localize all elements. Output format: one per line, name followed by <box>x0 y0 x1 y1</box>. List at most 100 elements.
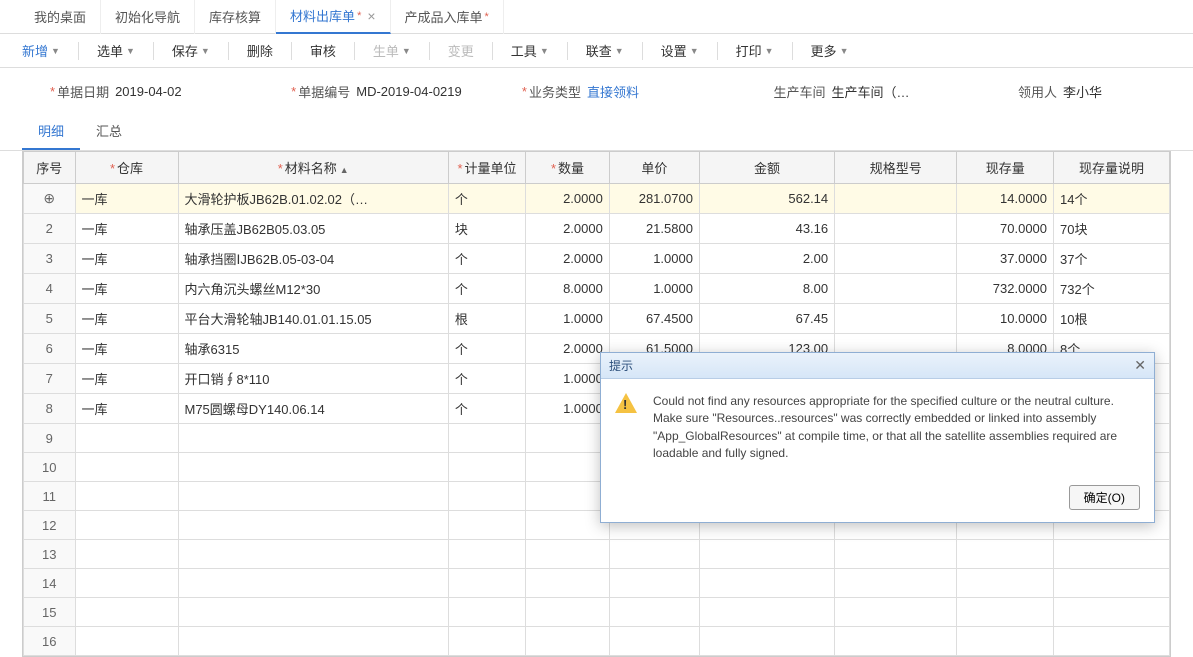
cell[interactable]: 37.0000 <box>957 244 1054 274</box>
cell[interactable]: 轴承6315 <box>178 334 448 364</box>
table-row[interactable]: 3一库轴承挡圈ⅠJB62B.05-03-04个2.00001.00002.003… <box>24 244 1170 274</box>
cell[interactable] <box>448 482 525 511</box>
close-icon[interactable]: ✕ <box>1134 357 1146 374</box>
date-field[interactable]: * 单据日期 2019-04-02 <box>50 82 225 101</box>
tab-detail[interactable]: 明细 <box>22 113 80 150</box>
cell[interactable] <box>1054 569 1170 598</box>
cell[interactable]: 1.0000 <box>526 304 610 334</box>
cell[interactable] <box>448 540 525 569</box>
cell[interactable]: 轴承压盖JB62B05.03.05 <box>178 214 448 244</box>
cell[interactable]: 1.0000 <box>526 394 610 424</box>
cell[interactable]: 4 <box>24 274 76 304</box>
cell[interactable]: 一库 <box>75 394 178 424</box>
cell[interactable]: 个 <box>448 184 525 214</box>
cell[interactable]: 70.0000 <box>957 214 1054 244</box>
new-button[interactable]: 新增▼ <box>14 37 68 65</box>
cell[interactable] <box>178 569 448 598</box>
cell[interactable]: 14 <box>24 569 76 598</box>
cell[interactable] <box>957 540 1054 569</box>
table-row[interactable]: ⊕一库大滑轮护板JB62B.01.02.02（…个2.0000281.07005… <box>24 184 1170 214</box>
col-stock-desc[interactable]: 现存量说明 <box>1054 152 1170 184</box>
cell[interactable]: 43.16 <box>699 214 834 244</box>
col-warehouse[interactable]: *仓库 <box>75 152 178 184</box>
cell[interactable]: ⊕ <box>24 184 76 214</box>
cell[interactable] <box>448 569 525 598</box>
cell[interactable] <box>609 598 699 627</box>
cell[interactable]: 一库 <box>75 244 178 274</box>
cell[interactable] <box>448 598 525 627</box>
cell[interactable]: 个 <box>448 364 525 394</box>
cell[interactable] <box>526 598 610 627</box>
more-button[interactable]: 更多▼ <box>803 37 857 65</box>
cell[interactable]: 2.0000 <box>526 334 610 364</box>
cell[interactable] <box>699 598 834 627</box>
table-row[interactable]: 5一库平台大滑轮轴JB140.01.01.15.05根1.000067.4500… <box>24 304 1170 334</box>
col-amount[interactable]: 金额 <box>699 152 834 184</box>
col-stock[interactable]: 现存量 <box>957 152 1054 184</box>
cell[interactable]: 个 <box>448 394 525 424</box>
cell[interactable] <box>178 627 448 656</box>
cell[interactable]: 平台大滑轮轴JB140.01.01.15.05 <box>178 304 448 334</box>
cell[interactable]: 个 <box>448 334 525 364</box>
cell[interactable] <box>178 453 448 482</box>
audit-button[interactable]: 审核 <box>302 37 344 65</box>
cell[interactable] <box>835 184 957 214</box>
cell[interactable] <box>526 569 610 598</box>
cell[interactable] <box>609 627 699 656</box>
cell[interactable]: 70块 <box>1054 214 1170 244</box>
cell[interactable] <box>699 569 834 598</box>
cell[interactable]: 12 <box>24 511 76 540</box>
cell[interactable] <box>178 482 448 511</box>
workshop-field[interactable]: 生产车间 生产车间（… <box>773 82 941 101</box>
cell[interactable]: 2.00 <box>699 244 834 274</box>
main-tab-4[interactable]: 产成品入库单* <box>391 0 504 34</box>
cell[interactable]: 11 <box>24 482 76 511</box>
cell[interactable] <box>526 540 610 569</box>
cell[interactable]: 16 <box>24 627 76 656</box>
cell[interactable]: 块 <box>448 214 525 244</box>
cell[interactable]: 1.0000 <box>526 364 610 394</box>
cell[interactable]: 281.0700 <box>609 184 699 214</box>
cell[interactable]: 7 <box>24 364 76 394</box>
cell[interactable]: 2.0000 <box>526 244 610 274</box>
cell[interactable] <box>75 453 178 482</box>
cell[interactable]: 10.0000 <box>957 304 1054 334</box>
col-price[interactable]: 单价 <box>609 152 699 184</box>
cell[interactable] <box>835 569 957 598</box>
cell[interactable] <box>178 424 448 453</box>
cell[interactable] <box>178 511 448 540</box>
table-row[interactable]: 4一库内六角沉头螺丝M12*30个8.00001.00008.00732.000… <box>24 274 1170 304</box>
table-row[interactable]: 2一库轴承压盖JB62B05.03.05块2.000021.580043.167… <box>24 214 1170 244</box>
cell[interactable]: 1.0000 <box>609 274 699 304</box>
table-row[interactable]: 14 <box>24 569 1170 598</box>
type-field[interactable]: * 业务类型 直接领料 <box>522 82 697 101</box>
delete-button[interactable]: 删除 <box>239 37 281 65</box>
table-row[interactable]: 16 <box>24 627 1170 656</box>
cell[interactable] <box>75 598 178 627</box>
main-tab-0[interactable]: 我的桌面 <box>20 0 101 34</box>
cell[interactable]: 2 <box>24 214 76 244</box>
cell[interactable]: 9 <box>24 424 76 453</box>
save-button[interactable]: 保存▼ <box>164 37 218 65</box>
main-tab-1[interactable]: 初始化导航 <box>101 0 195 34</box>
col-spec[interactable]: 规格型号 <box>835 152 957 184</box>
cell[interactable] <box>699 540 834 569</box>
cell[interactable] <box>526 511 610 540</box>
cell[interactable] <box>609 569 699 598</box>
cell[interactable]: 个 <box>448 244 525 274</box>
cell[interactable] <box>526 453 610 482</box>
cell[interactable] <box>609 540 699 569</box>
cell[interactable]: 10根 <box>1054 304 1170 334</box>
cell[interactable] <box>957 627 1054 656</box>
tools-button[interactable]: 工具▼ <box>503 37 557 65</box>
cell[interactable] <box>448 453 525 482</box>
print-button[interactable]: 打印▼ <box>728 37 782 65</box>
cell[interactable]: 开口销∮8*110 <box>178 364 448 394</box>
cell[interactable] <box>526 482 610 511</box>
cell[interactable] <box>448 627 525 656</box>
cell[interactable]: 37个 <box>1054 244 1170 274</box>
user-field[interactable]: 领用人 李小华 <box>1018 82 1173 101</box>
cell[interactable]: 内六角沉头螺丝M12*30 <box>178 274 448 304</box>
cell[interactable]: 8.00 <box>699 274 834 304</box>
cell[interactable]: 一库 <box>75 304 178 334</box>
